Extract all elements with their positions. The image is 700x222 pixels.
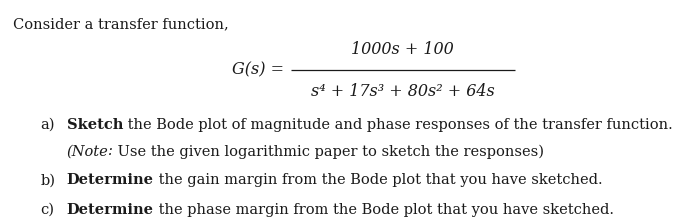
Text: b): b) [41,173,55,187]
Text: G(s) =: G(s) = [232,61,284,78]
Text: the gain margin from the Bode plot that you have sketched.: the gain margin from the Bode plot that … [153,173,602,187]
Text: c): c) [41,203,55,217]
Text: Determine: Determine [66,173,153,187]
Text: (Note: (Note [66,144,108,158]
Text: 1000s + 100: 1000s + 100 [351,42,454,58]
Text: a): a) [41,118,55,132]
Text: Determine: Determine [66,203,153,217]
Text: the phase margin from the Bode plot that you have sketched.: the phase margin from the Bode plot that… [153,203,613,217]
Text: Use the given logarithmic paper to sketch the responses): Use the given logarithmic paper to sketc… [113,144,544,159]
Text: s⁴ + 17s³ + 80s² + 64s: s⁴ + 17s³ + 80s² + 64s [311,83,494,99]
Text: Consider a transfer function,: Consider a transfer function, [13,18,228,32]
Text: Sketch: Sketch [66,118,123,132]
Text: the Bode plot of magnitude and phase responses of the transfer function.: the Bode plot of magnitude and phase res… [123,118,673,132]
Text: :: : [108,144,113,158]
